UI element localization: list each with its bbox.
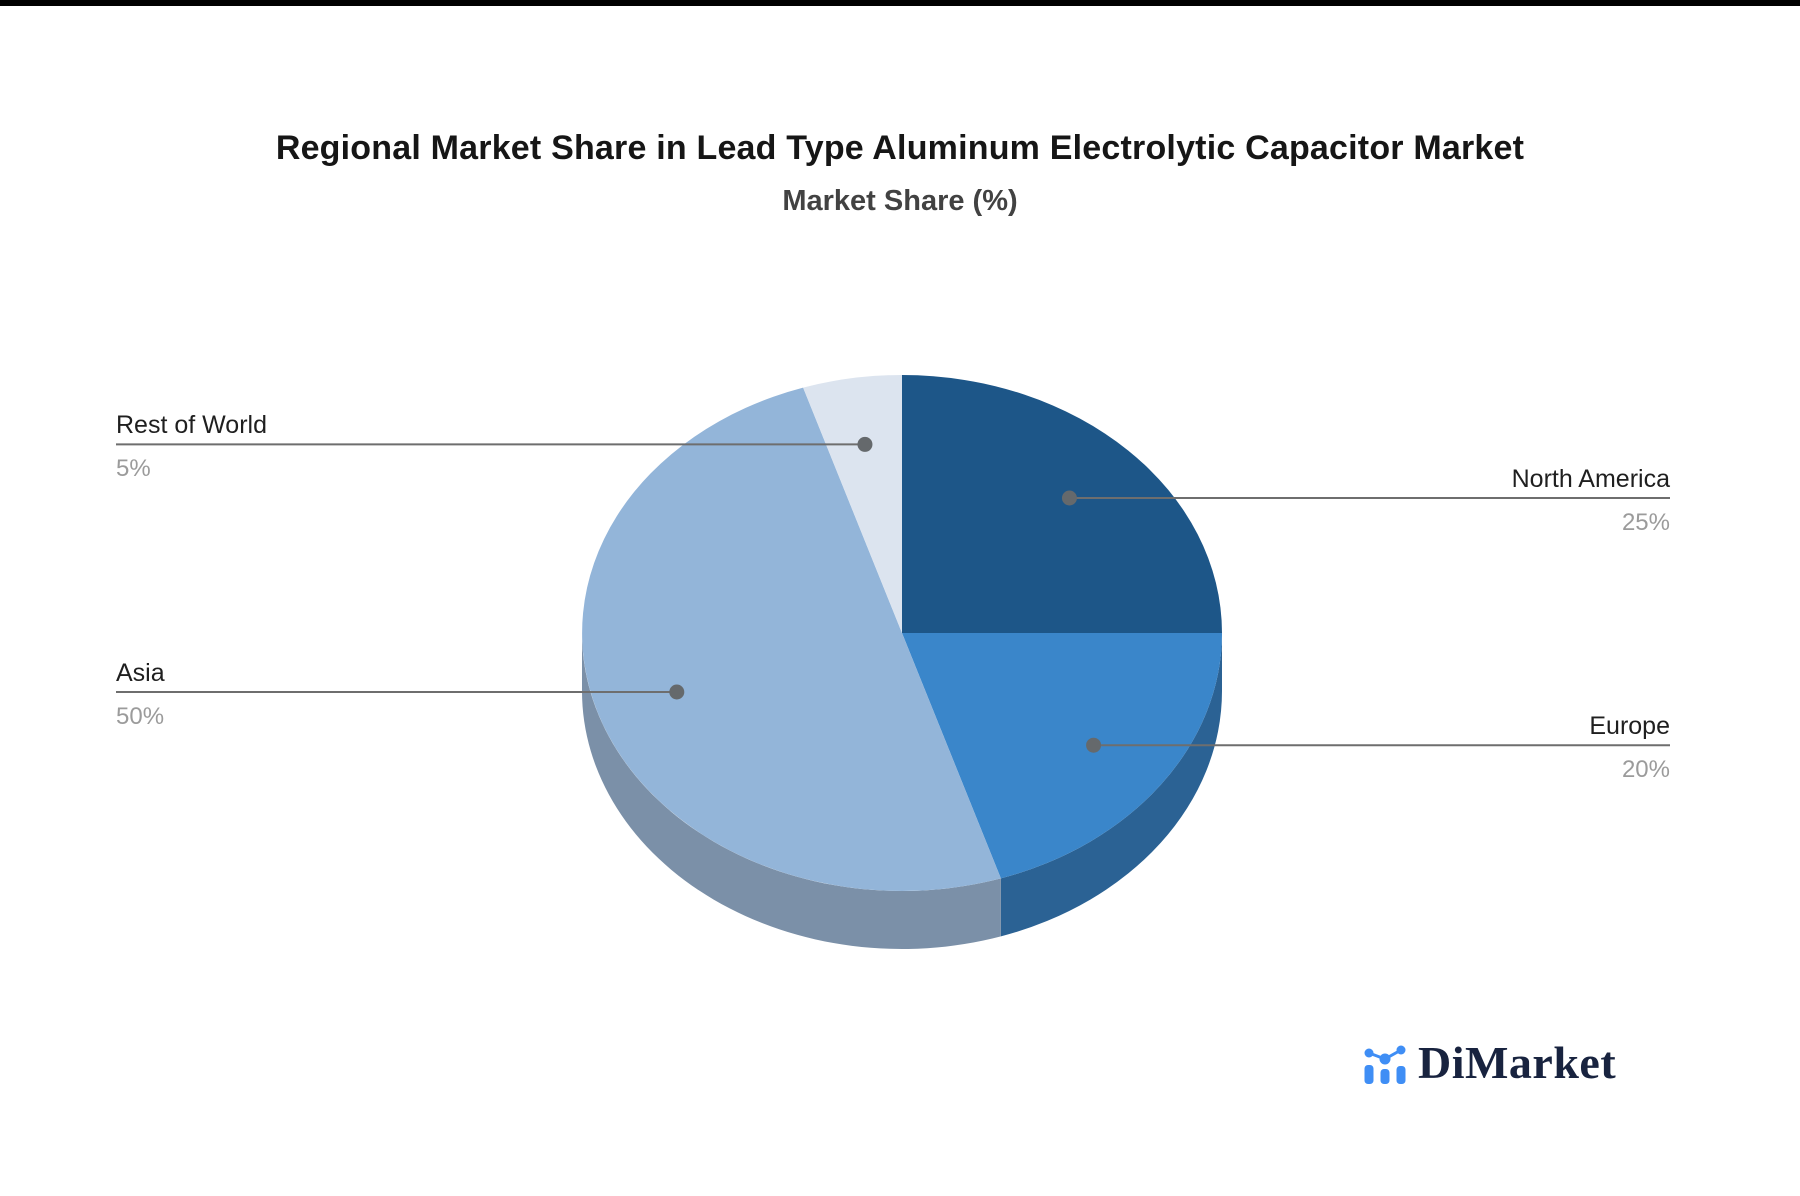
pie-slice-asia bbox=[582, 387, 1001, 891]
callout-dot-europe bbox=[1086, 737, 1102, 753]
bar-line-chart-icon bbox=[1364, 1045, 1406, 1084]
slice-percent-europe: 20% bbox=[1621, 756, 1670, 784]
pie-slice-side-europe bbox=[1000, 633, 1222, 937]
slice-percent-north-america: 25% bbox=[1621, 508, 1670, 536]
pie-slice-side-asia bbox=[582, 633, 1001, 949]
slice-percent-asia: 50% bbox=[116, 702, 165, 730]
top-border bbox=[0, 0, 1800, 6]
callout-dot-north-america bbox=[1061, 490, 1077, 506]
callout-dot-asia bbox=[669, 684, 685, 700]
slice-label-europe: Europe bbox=[1589, 712, 1670, 741]
callout-dot-rest-of-world bbox=[857, 436, 873, 452]
slice-percent-rest-of-world: 5% bbox=[116, 455, 151, 483]
pie-slice-rest-of-world bbox=[803, 375, 902, 633]
chart-subtitle: Market Share (%) bbox=[782, 185, 1018, 217]
slice-label-asia: Asia bbox=[116, 658, 165, 687]
chart-title: Regional Market Share in Lead Type Alumi… bbox=[275, 129, 1525, 167]
pie-slice-north-america bbox=[902, 375, 1222, 633]
brand-name: DiMarket bbox=[1418, 1037, 1617, 1088]
pie-slice-europe bbox=[902, 633, 1222, 879]
slice-label-north-america: North America bbox=[1511, 464, 1670, 493]
slice-label-rest-of-world: Rest of World bbox=[116, 411, 267, 440]
brand-logo: DiMarket bbox=[1363, 1040, 1616, 1086]
